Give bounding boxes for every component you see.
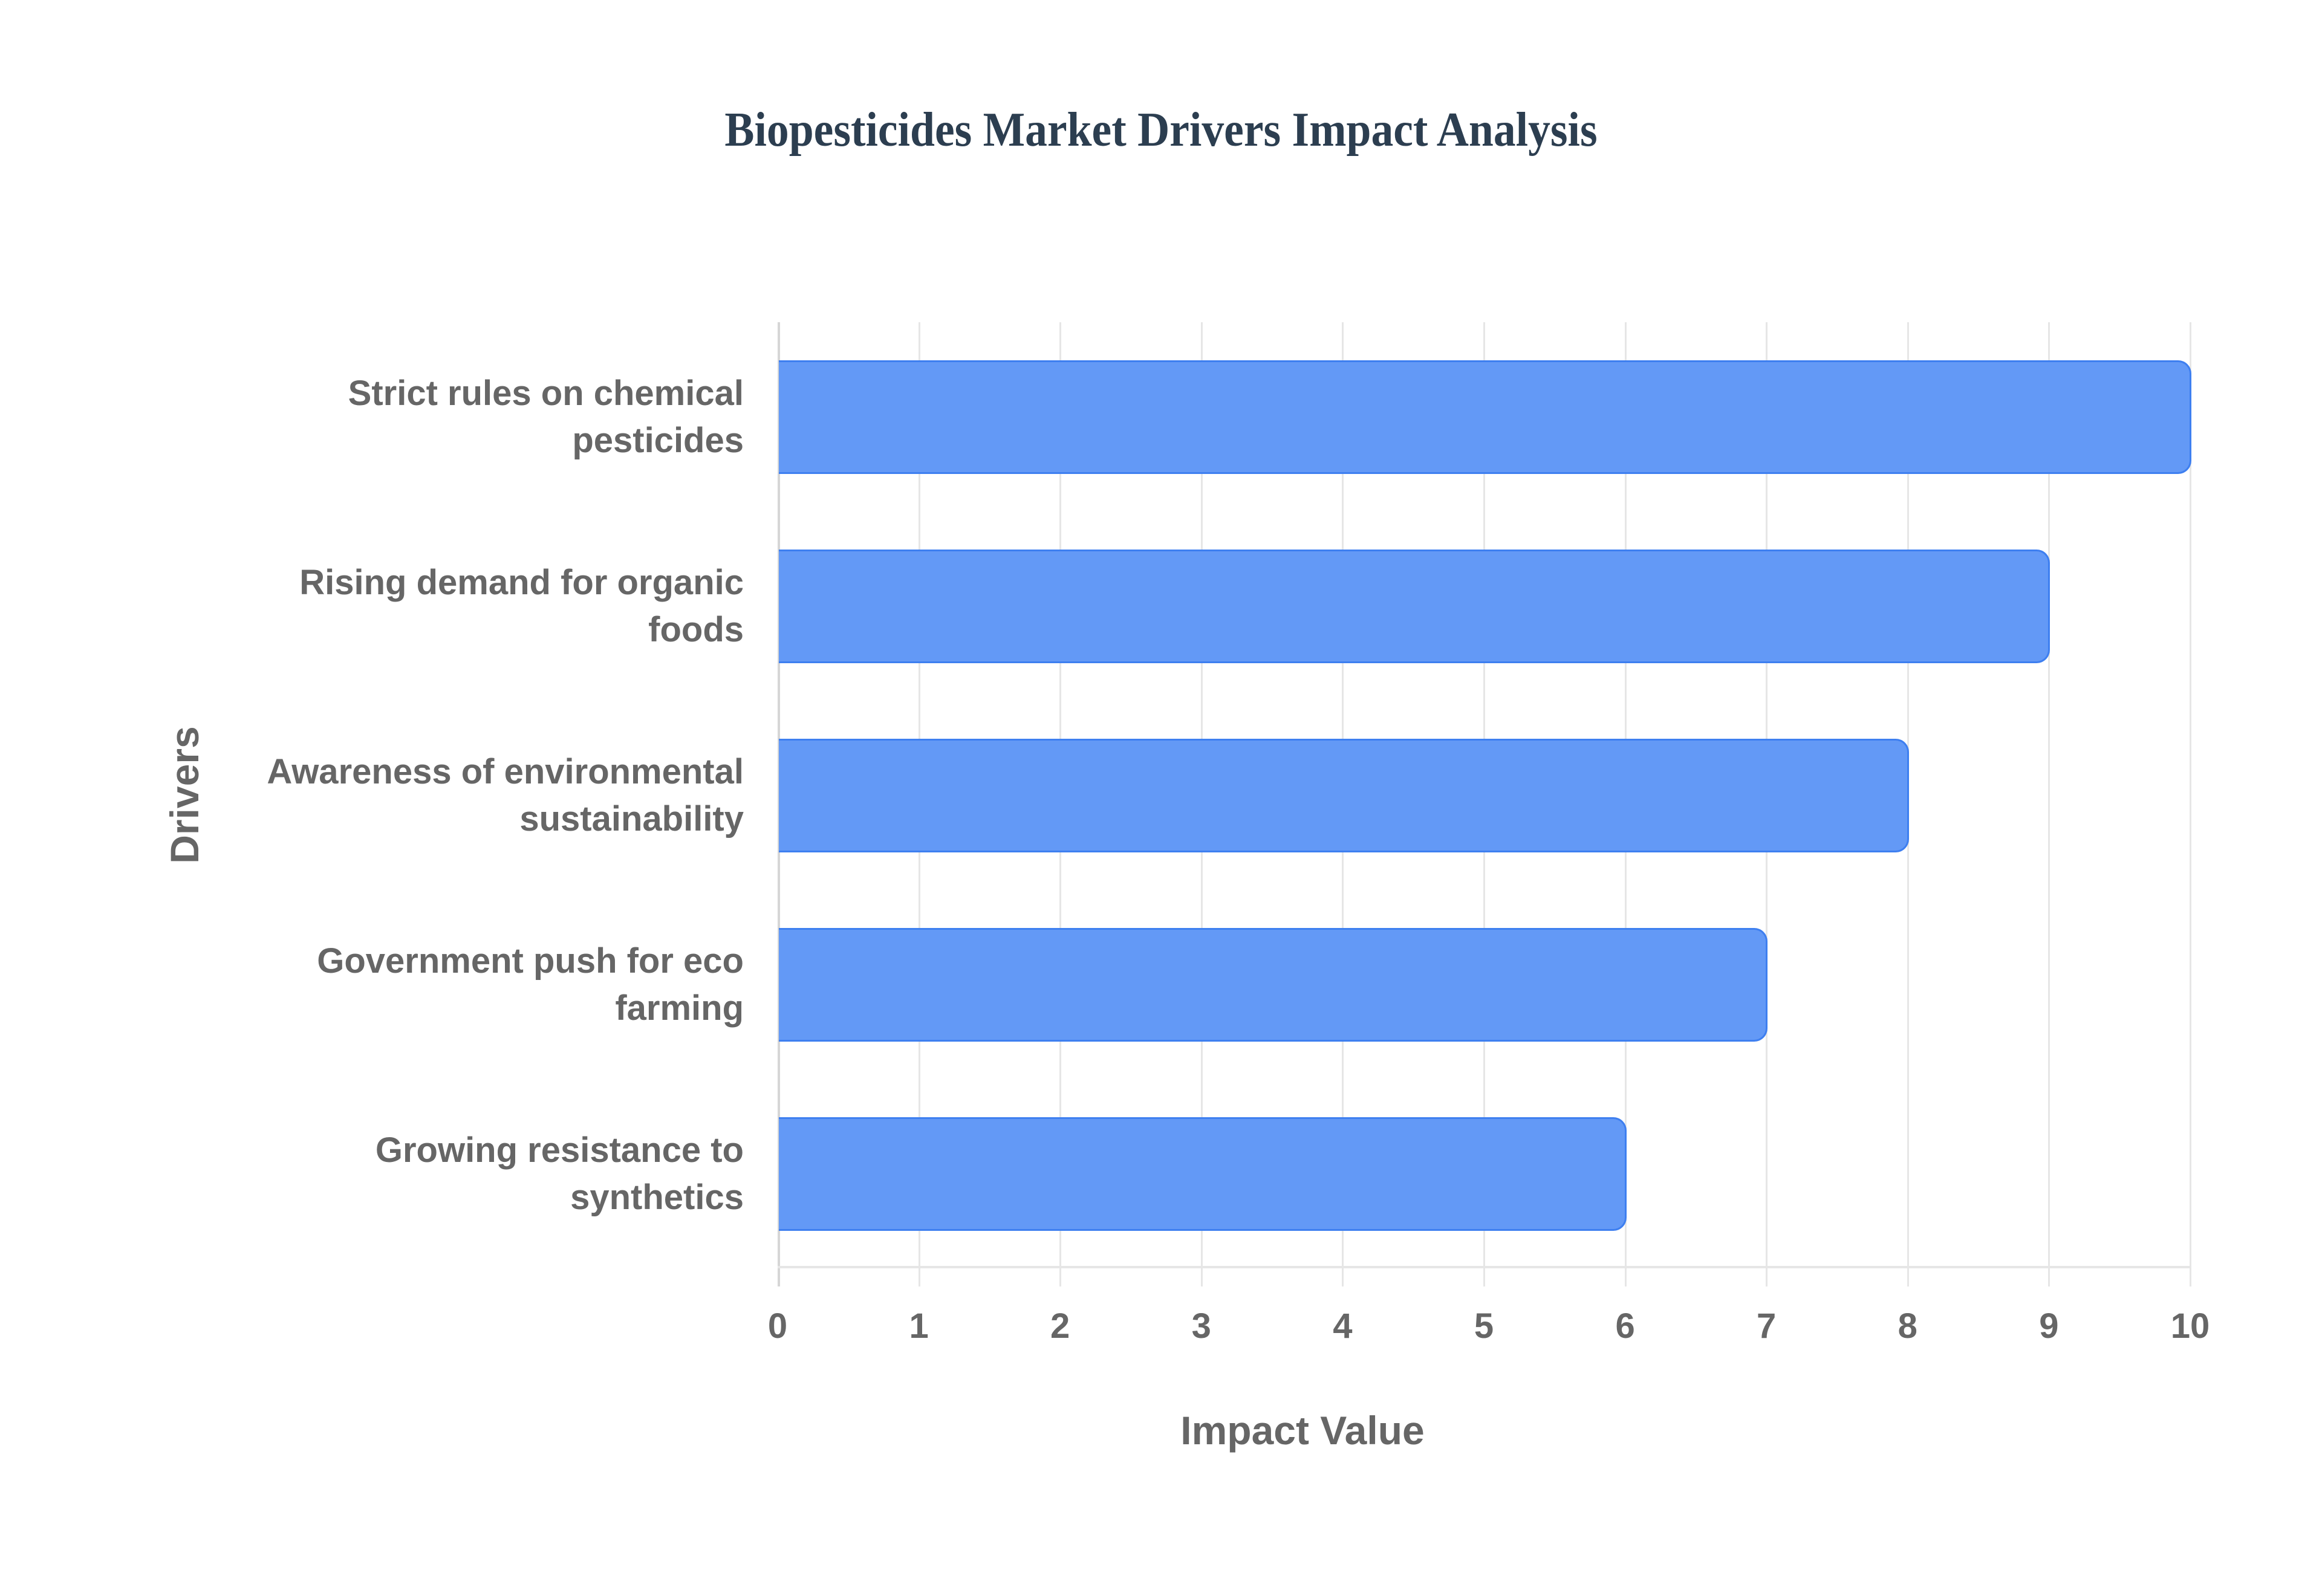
x-axis-tick-label: 9	[2039, 1306, 2059, 1346]
x-axis-tick-label: 1	[909, 1306, 929, 1346]
y-axis-label: Rising demand for organic foods	[200, 559, 744, 654]
chart-title: Biopesticides Market Drivers Impact Anal…	[724, 103, 1598, 157]
y-axis-label: Growing resistance to synthetics	[200, 1127, 744, 1221]
bar[interactable]	[779, 927, 1768, 1042]
x-axis-tick-label: 6	[1615, 1306, 1635, 1346]
gridline	[2190, 322, 2191, 1286]
y-axis-label: Awareness of environmental sustainability	[200, 748, 744, 843]
bar[interactable]	[779, 1117, 1627, 1231]
y-axis-label-line: pesticides	[572, 420, 744, 460]
x-axis-title: Impact Value	[1180, 1408, 1425, 1453]
y-axis-label-line: Strict rules on chemical	[348, 373, 744, 413]
y-axis-label-line: Growing resistance to	[375, 1130, 744, 1170]
y-axis-label-line: Awareness of environmental	[267, 751, 744, 791]
y-axis-label-line: Rising demand for organic	[299, 562, 744, 602]
x-axis-tick-label: 10	[2170, 1306, 2210, 1346]
y-axis-label-line: farming	[615, 988, 744, 1028]
y-axis-label: Strict rules on chemical pesticides	[200, 370, 744, 464]
bar[interactable]	[779, 738, 1909, 852]
y-axis-label-line: sustainability	[519, 799, 744, 839]
x-axis-tick-label: 4	[1333, 1306, 1353, 1346]
gridline	[2048, 322, 2050, 1286]
x-axis-tick-label: 0	[767, 1306, 788, 1346]
x-axis-tick-label: 2	[1050, 1306, 1070, 1346]
x-axis-tick-label: 7	[1757, 1306, 1777, 1346]
bar[interactable]	[779, 549, 2050, 663]
y-axis-label: Government push for eco farming	[200, 938, 744, 1032]
y-axis-label-line: synthetics	[570, 1177, 744, 1217]
x-axis-tick-label: 8	[1898, 1306, 1917, 1346]
y-axis-label-line: Government push for eco	[317, 941, 744, 981]
bar[interactable]	[779, 360, 2191, 474]
y-axis-label-line: foods	[648, 609, 744, 649]
x-axis-tick-label: 3	[1191, 1306, 1211, 1346]
plot-area	[778, 322, 2191, 1286]
x-axis-tick-label: 5	[1474, 1306, 1494, 1346]
